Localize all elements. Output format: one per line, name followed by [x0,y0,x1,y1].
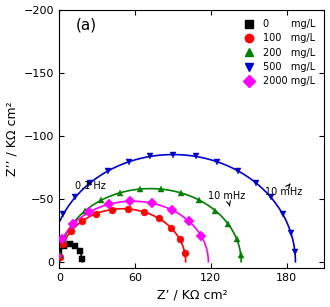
Y-axis label: Z’’ / KΩ cm²: Z’’ / KΩ cm² [6,102,18,176]
Text: (a): (a) [75,17,96,32]
Text: 10 mHz: 10 mHz [208,191,246,206]
Legend: 0       mg/L, 100   mg/L, 200   mg/L, 500   mg/L, 2000 mg/L: 0 mg/L, 100 mg/L, 200 mg/L, 500 mg/L, 20… [237,17,317,88]
X-axis label: Z’ / KΩ cm²: Z’ / KΩ cm² [157,289,227,301]
Text: 0.1 Hz: 0.1 Hz [75,181,105,191]
Text: 10 mHz: 10 mHz [265,184,302,197]
